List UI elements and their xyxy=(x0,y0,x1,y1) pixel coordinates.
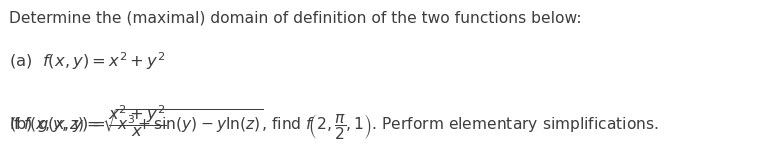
Text: If $f(x, y, z) = \sqrt{x^3 + \sin(y) - y\ln(z)}$, find $f\!\left(2, \dfrac{\pi}{: If $f(x, y, z) = \sqrt{x^3 + \sin(y) - y… xyxy=(9,107,659,142)
Text: (a)  $f(x, y) = x^2 + y^2$: (a) $f(x, y) = x^2 + y^2$ xyxy=(9,50,166,72)
Text: (b) $g(x, y) = \dfrac{x^2+y^2}{x}$: (b) $g(x, y) = \dfrac{x^2+y^2}{x}$ xyxy=(9,104,167,139)
Text: Determine the (maximal) domain of definition of the two functions below:: Determine the (maximal) domain of defini… xyxy=(9,10,582,25)
